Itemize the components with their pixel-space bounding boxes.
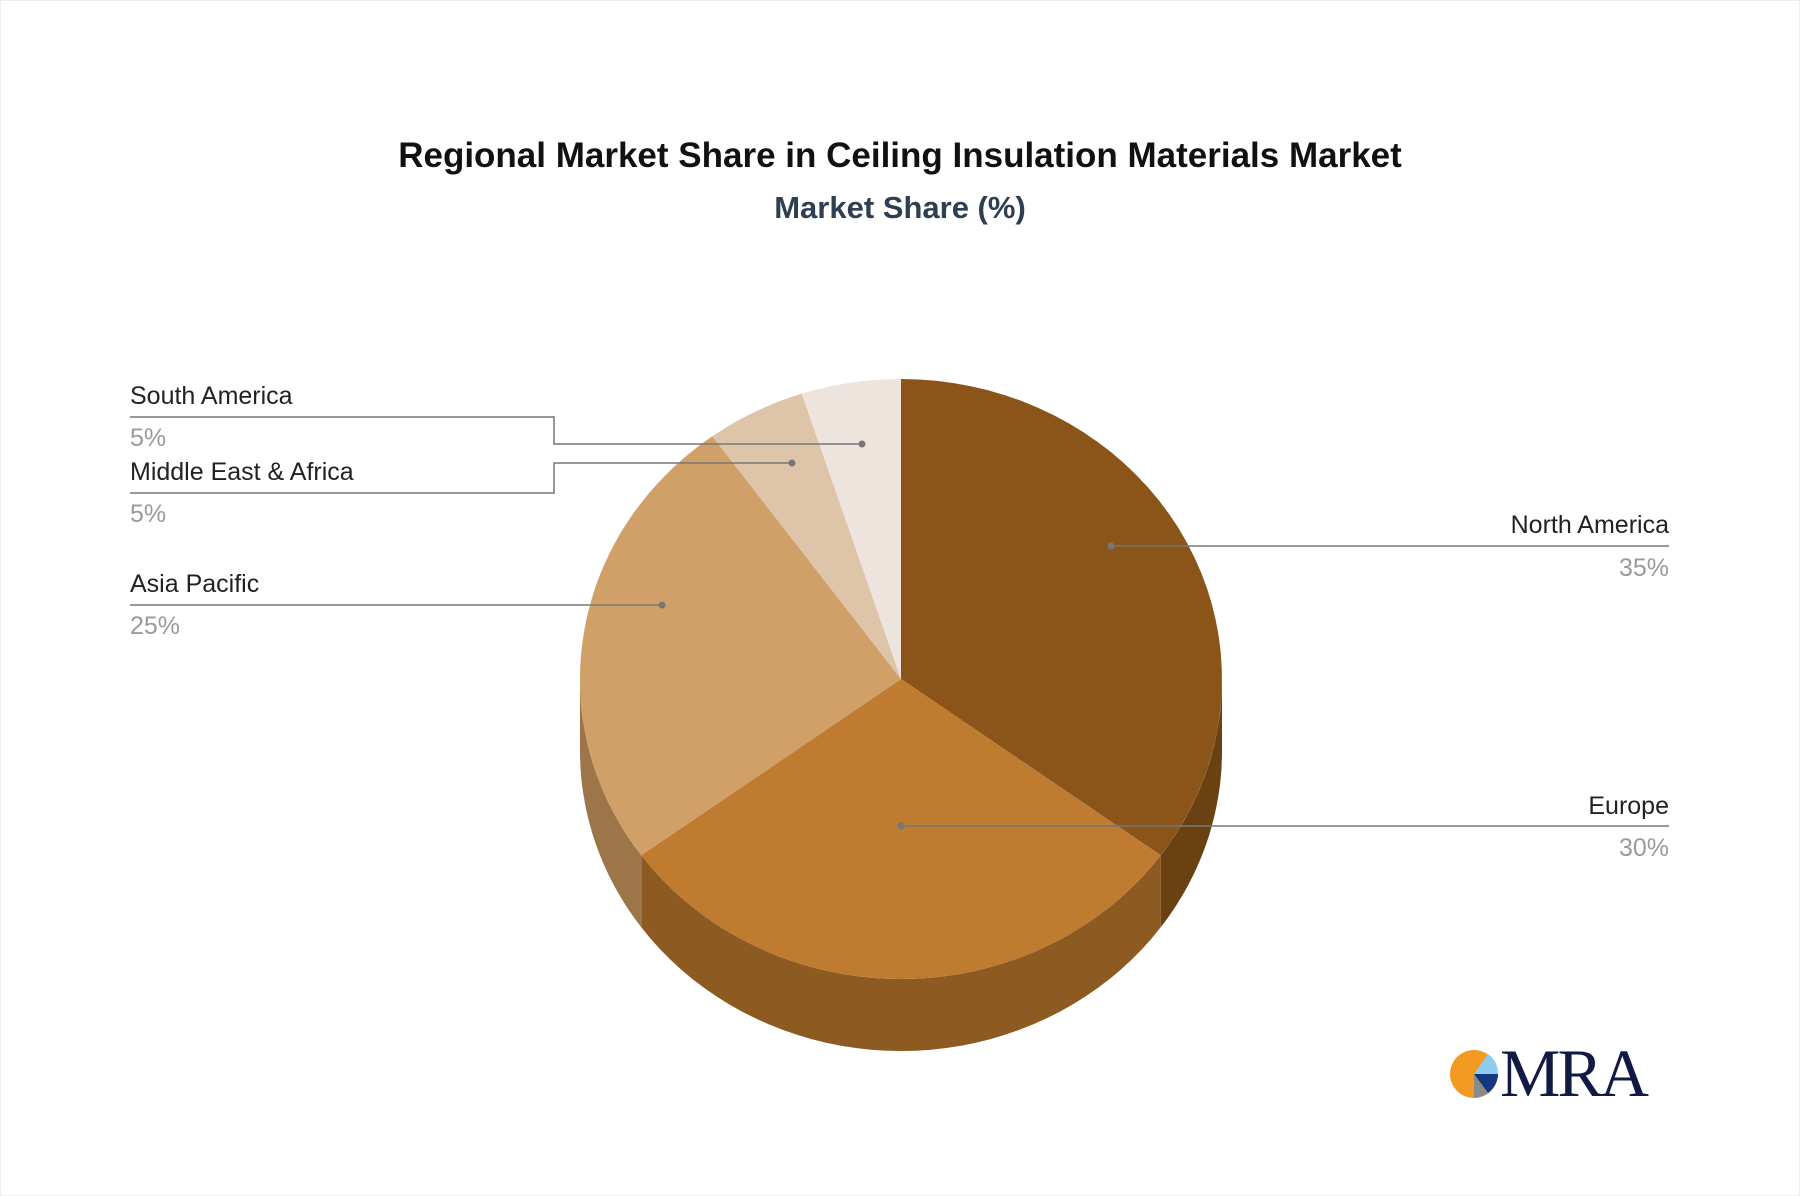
pie-side-1 — [641, 855, 1161, 1051]
chart-title: Regional Market Share in Ceiling Insulat… — [398, 136, 1402, 175]
chart-subtitle: Market Share (%) — [774, 190, 1026, 225]
slice-value-label: 25% — [130, 612, 180, 640]
pie-side-2 — [580, 679, 642, 928]
slice-label: Asia Pacific — [130, 570, 259, 598]
pie-slice-north-america — [901, 379, 1222, 856]
logo-pie-icon — [1450, 1050, 1499, 1098]
leader-dot-4 — [858, 440, 866, 448]
logo-text: MRA — [1500, 1035, 1649, 1111]
leader-dot-1 — [897, 822, 905, 830]
pie-side-0 — [1160, 679, 1222, 928]
pie-slice-asia-pacific — [580, 436, 901, 856]
slice-label: South America — [130, 382, 293, 410]
leader-dot-0 — [1107, 542, 1115, 550]
pie-slice-middle-east-africa — [712, 393, 901, 679]
pie-slice-south-america — [801, 379, 901, 679]
slice-value-label: 35% — [1619, 554, 1669, 582]
slice-value-label: 5% — [130, 500, 166, 528]
slice-label: North America — [1511, 511, 1669, 539]
mra-logo: MRA — [1448, 1035, 1649, 1111]
slice-label: Middle East & Africa — [130, 458, 354, 486]
slice-value-label: 30% — [1619, 834, 1669, 862]
leader-dot-3 — [788, 459, 796, 467]
leader-dot-2 — [658, 601, 666, 609]
slice-value-label: 5% — [130, 424, 166, 452]
leader-line-3 — [130, 462, 792, 494]
leader-line-4 — [130, 416, 862, 445]
slice-label: Europe — [1588, 792, 1669, 820]
